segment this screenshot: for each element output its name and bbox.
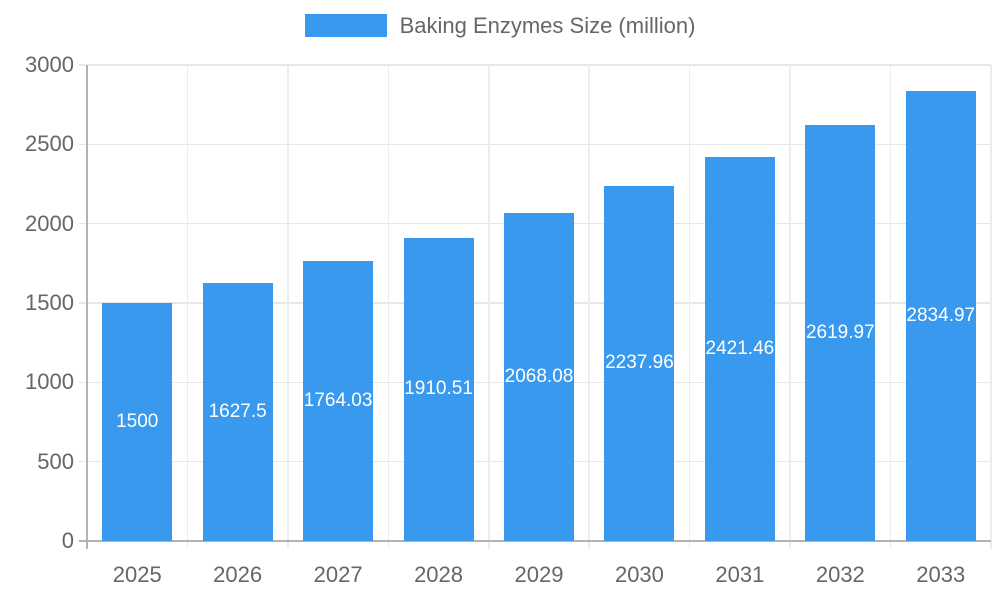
bar-2027[interactable] [303, 261, 374, 541]
x-tick-label: 2025 [112, 562, 162, 587]
x-axis-line [79, 540, 991, 542]
bar-2030[interactable] [604, 185, 675, 541]
x-gridline [387, 65, 390, 549]
x-tick-label: 2030 [614, 562, 664, 587]
y-tick-label: 2500 [25, 131, 74, 157]
bar-2025[interactable] [102, 303, 173, 541]
x-gridline [889, 65, 892, 549]
x-tick-label: 2028 [414, 562, 464, 587]
x-gridline [488, 65, 490, 549]
x-tick-label: 2032 [815, 562, 865, 587]
y-tick-label: 0 [61, 528, 74, 553]
x-gridline [287, 65, 289, 549]
y-axis-line [86, 65, 88, 549]
legend-label: Baking Enzymes Size (million) [399, 13, 696, 38]
y-tick-label: 1500 [25, 290, 74, 315]
x-gridline [688, 65, 691, 549]
legend-swatch [304, 14, 387, 37]
x-tick-label: 2029 [514, 562, 564, 587]
y-tick-label: 1000 [25, 369, 74, 395]
x-tick-label: 2031 [715, 562, 765, 587]
x-gridline [789, 65, 791, 549]
bar-2028[interactable] [403, 237, 474, 541]
x-tick-label: 2027 [313, 562, 363, 587]
y-gridline [79, 143, 991, 146]
y-gridline [79, 64, 991, 66]
x-tick-label: 2033 [916, 562, 966, 587]
y-tick-label: 500 [37, 448, 74, 474]
x-gridline [186, 65, 189, 549]
legend-item[interactable]: Baking Enzymes Size (million) [0, 14, 1000, 37]
bar-2031[interactable] [704, 156, 775, 541]
x-tick-label: 2026 [213, 562, 263, 587]
x-gridline [990, 65, 992, 549]
x-gridline [588, 65, 590, 549]
bar-2032[interactable] [805, 125, 876, 541]
bar-2033[interactable] [905, 91, 976, 541]
y-tick-label: 2000 [25, 210, 74, 236]
bar-2026[interactable] [202, 282, 273, 541]
y-tick-label: 3000 [25, 52, 74, 77]
bar-2029[interactable] [504, 212, 574, 541]
